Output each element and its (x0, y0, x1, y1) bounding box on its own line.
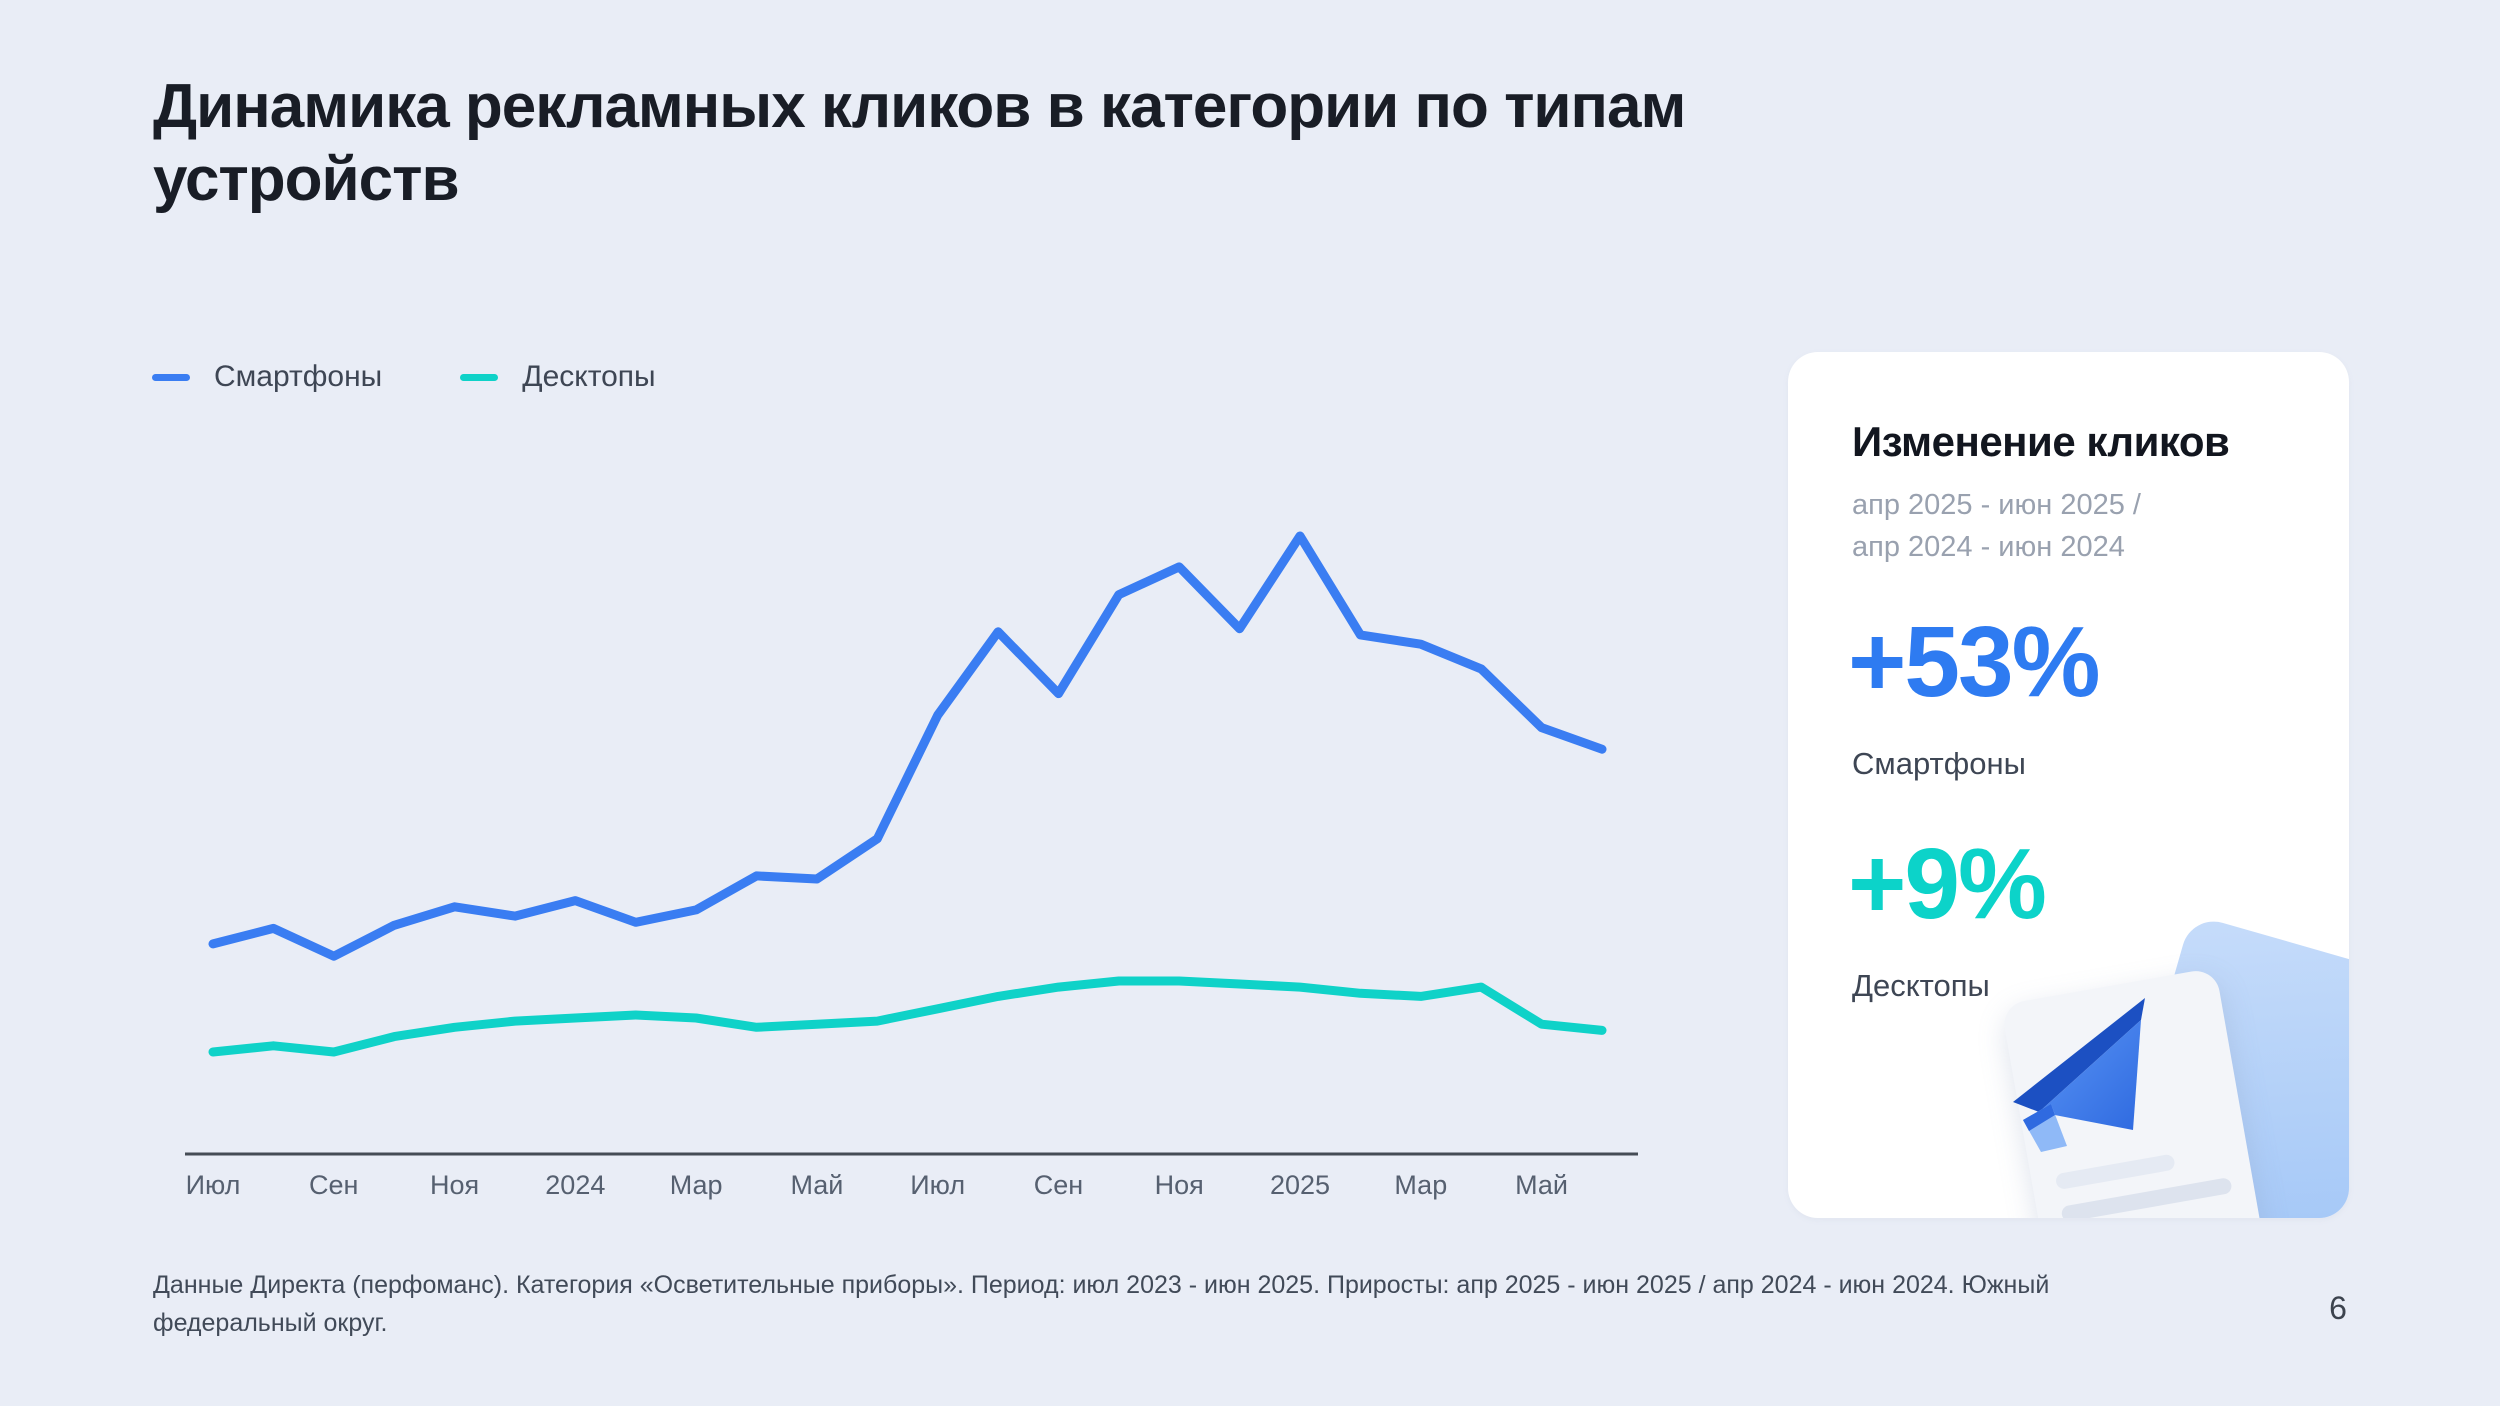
legend-label-desktops: Десктопы (522, 360, 656, 393)
desktops-growth-label: Десктопы (1852, 968, 1990, 1003)
smartphones-line (208, 531, 1607, 961)
cursor-arrow-icon (2013, 998, 2145, 1152)
legend-label-smartphones: Смартфоны (214, 360, 383, 393)
smartphones-line-swatch (152, 373, 190, 381)
desktops-growth-value: +9% (1848, 828, 2047, 940)
smartphones-growth-label: Смартфоны (1852, 746, 2026, 781)
desktops-line-swatch (460, 373, 499, 381)
chart-legend: Смартфоны Десктопы (152, 360, 656, 394)
summary-card: Изменение кликов апр 2025 - июн 2025 / а… (1788, 352, 2349, 1218)
legend-item-smartphones: Смартфоны (152, 360, 382, 394)
footnote: Данные Директа (перфоманс). Категория «О… (153, 1271, 2050, 1337)
desktops-line (208, 976, 1607, 1057)
folders-illustration (2000, 888, 2349, 1218)
page-number: 6 (2329, 1290, 2347, 1326)
summary-card-title: Изменение кликов (1852, 418, 2230, 465)
legend-item-desktops: Десктопы (460, 360, 656, 394)
summary-card-period: апр 2025 - июн 2025 / апр 2024 - июн 202… (1852, 489, 2141, 563)
smartphones-growth-value: +53% (1848, 606, 2101, 718)
page-title: Динамика рекламных кликов в категории по… (153, 72, 1686, 214)
